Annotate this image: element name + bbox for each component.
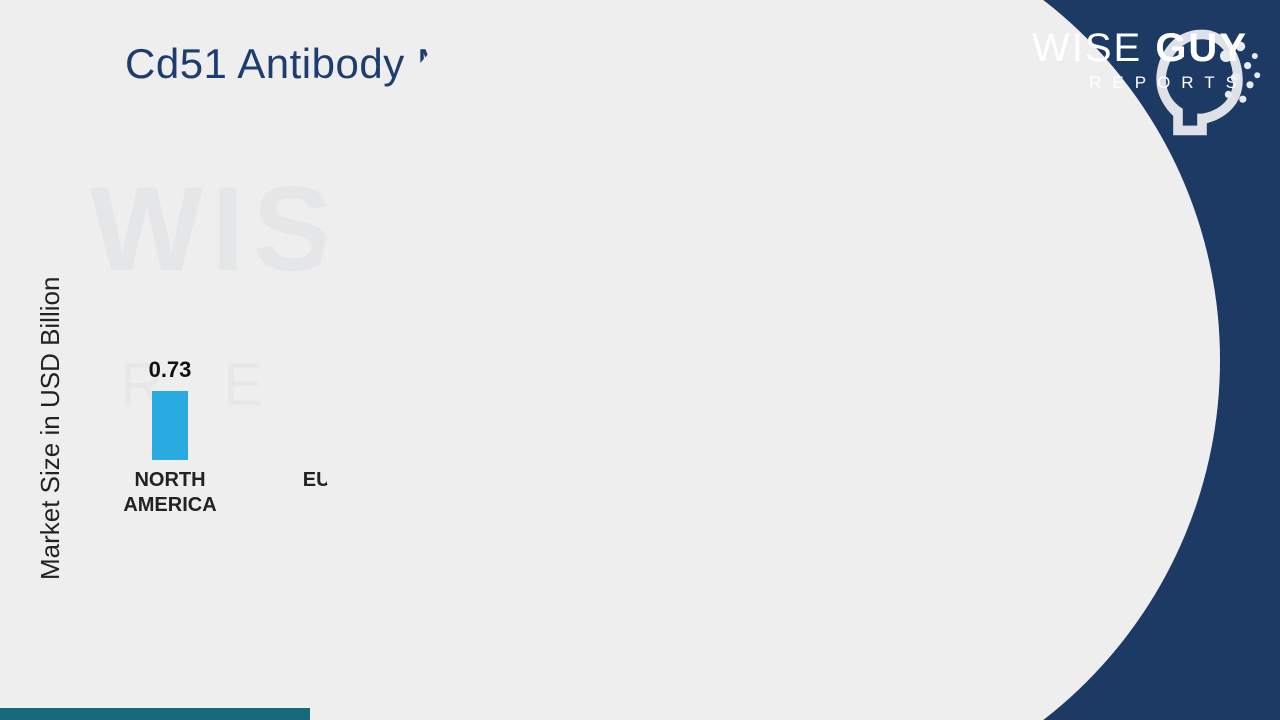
brand-subtitle: REPORTS (1032, 74, 1248, 91)
sidebar-arc (310, 0, 1220, 720)
y-axis-label: Market Size in USD Billion (35, 277, 66, 580)
category-label: NORTH AMERICA (123, 468, 216, 518)
brand-word-2: GUY (1155, 26, 1248, 70)
bar-value-label: 0.73 (149, 357, 192, 383)
stage: WISE GUY REPORTS Cd51 Antibody Market Ma… (0, 0, 1280, 720)
brand-text: WISE GUY REPORTS (1032, 28, 1248, 91)
brand-word-1: WISE (1032, 26, 1142, 70)
bar (152, 391, 188, 460)
footer-accent (0, 708, 310, 720)
